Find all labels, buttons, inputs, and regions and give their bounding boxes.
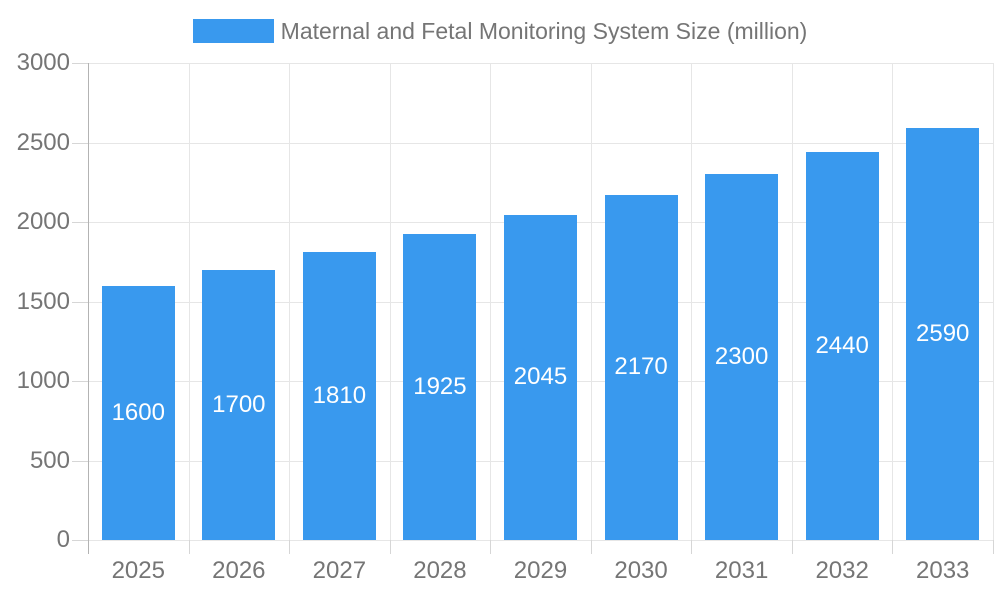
bar-value-label: 2590 bbox=[916, 320, 970, 348]
y-axis-label: 500 bbox=[29, 446, 70, 474]
bar-value-label: 2045 bbox=[513, 363, 568, 391]
bar-value-label: 2440 bbox=[815, 332, 869, 360]
gridline-y bbox=[88, 63, 993, 64]
y-axis-line bbox=[88, 63, 89, 554]
x-axis-label: 2033 bbox=[916, 557, 970, 584]
x-axis-label: 2027 bbox=[312, 557, 367, 584]
x-axis-label: 2029 bbox=[513, 557, 568, 584]
y-tick bbox=[72, 63, 88, 64]
y-axis-label: 2500 bbox=[16, 128, 70, 156]
y-axis-label: 3000 bbox=[16, 49, 70, 76]
x-axis-label: 2028 bbox=[413, 557, 467, 584]
gridline-x bbox=[389, 63, 391, 540]
x-axis-label: 2030 bbox=[614, 557, 668, 584]
gridline-x bbox=[590, 63, 592, 540]
bar[interactable] bbox=[101, 285, 175, 540]
x-tick bbox=[289, 540, 291, 554]
bar[interactable] bbox=[202, 269, 276, 540]
legend[interactable]: Maternal and Fetal Monitoring System Siz… bbox=[0, 16, 1000, 46]
legend-label: Maternal and Fetal Monitoring System Siz… bbox=[280, 17, 808, 44]
y-tick bbox=[72, 540, 88, 541]
gridline-x bbox=[289, 63, 291, 540]
x-tick bbox=[188, 540, 190, 554]
gridline-x bbox=[490, 63, 492, 540]
bar[interactable] bbox=[805, 152, 879, 540]
bar[interactable] bbox=[302, 252, 376, 540]
bar-value-label: 1810 bbox=[312, 382, 367, 410]
gridline-x bbox=[188, 63, 190, 540]
y-tick bbox=[72, 460, 88, 462]
y-axis-label: 0 bbox=[56, 526, 70, 553]
bar-value-label: 1700 bbox=[212, 390, 266, 418]
bar-value-label: 1925 bbox=[413, 372, 467, 400]
gridline-x bbox=[892, 63, 894, 540]
x-tick bbox=[791, 540, 793, 554]
x-axis-label: 2031 bbox=[714, 557, 769, 584]
legend-swatch bbox=[192, 19, 274, 43]
gridline-x bbox=[691, 63, 693, 540]
x-tick bbox=[892, 540, 894, 554]
bar-value-label: 2170 bbox=[614, 353, 668, 381]
x-axis-label: 2025 bbox=[111, 557, 165, 584]
y-axis-label: 2000 bbox=[16, 208, 70, 235]
gridline-x bbox=[993, 63, 994, 540]
bar[interactable] bbox=[906, 128, 980, 540]
y-tick bbox=[72, 301, 88, 303]
x-tick bbox=[691, 540, 693, 554]
bar[interactable] bbox=[504, 214, 577, 540]
y-tick bbox=[72, 381, 88, 382]
y-tick bbox=[72, 222, 88, 223]
bar-value-label: 2300 bbox=[714, 343, 769, 371]
x-axis-label: 2026 bbox=[212, 557, 266, 584]
y-axis-label: 1000 bbox=[16, 367, 70, 394]
bar[interactable] bbox=[403, 233, 477, 540]
x-tick bbox=[590, 540, 592, 554]
gridline-x bbox=[791, 63, 793, 540]
y-tick bbox=[72, 142, 88, 144]
gridline-y bbox=[88, 540, 993, 541]
y-axis-label: 1500 bbox=[16, 287, 70, 315]
x-tick bbox=[993, 540, 994, 554]
bar-value-label: 1600 bbox=[111, 398, 165, 426]
bar[interactable] bbox=[604, 194, 678, 540]
gridline-y bbox=[88, 142, 993, 144]
x-tick bbox=[389, 540, 391, 554]
bar[interactable] bbox=[705, 174, 779, 540]
x-tick bbox=[490, 540, 492, 554]
x-axis-label: 2032 bbox=[815, 557, 869, 584]
